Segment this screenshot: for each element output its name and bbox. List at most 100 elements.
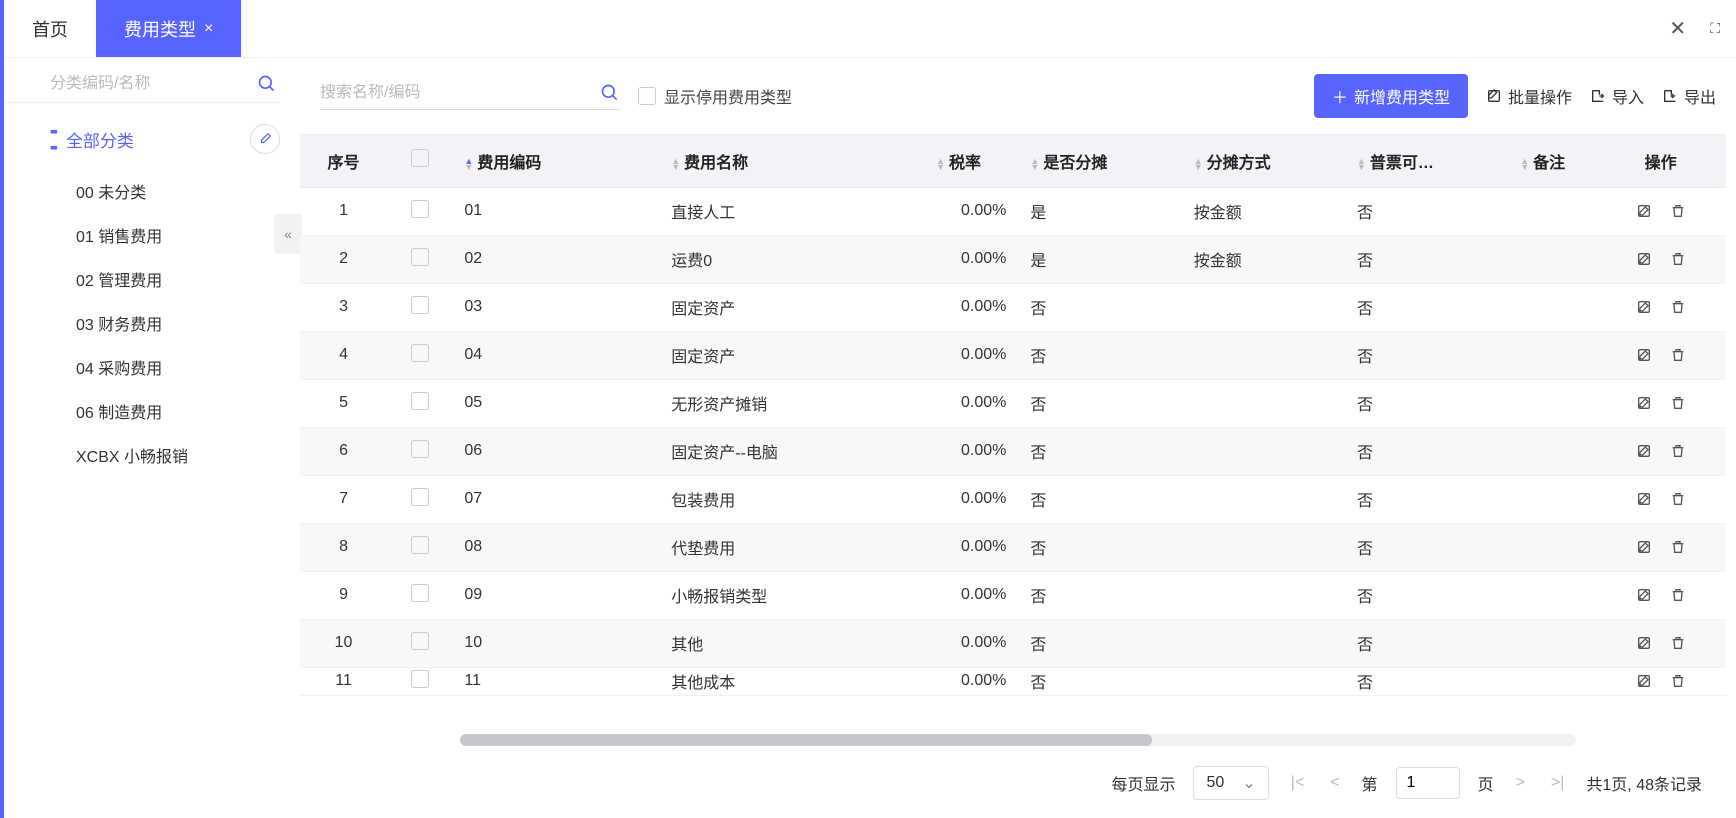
first-page-button[interactable]: |< bbox=[1287, 774, 1309, 792]
delete-icon[interactable] bbox=[1670, 635, 1686, 651]
sidebar-item[interactable]: XCBX 小畅报销 bbox=[4, 433, 300, 477]
tab-fee-type[interactable]: 费用类型 × bbox=[96, 0, 241, 57]
next-page-button[interactable]: > bbox=[1512, 774, 1529, 792]
cell-checkbox[interactable] bbox=[387, 571, 452, 619]
sidebar-item[interactable]: 06 制造费用 bbox=[4, 389, 300, 433]
cell-checkbox[interactable] bbox=[387, 475, 452, 523]
export-label: 导出 bbox=[1684, 84, 1716, 108]
cell-rate: 0.00% bbox=[899, 571, 1019, 619]
prev-page-button[interactable]: < bbox=[1326, 774, 1343, 792]
sidebar-item[interactable]: 02 管理费用 bbox=[4, 257, 300, 301]
edit-icon[interactable] bbox=[1636, 395, 1652, 411]
cell-method bbox=[1182, 619, 1345, 667]
cell-checkbox[interactable] bbox=[387, 235, 452, 283]
cell-pp: 否 bbox=[1345, 667, 1508, 695]
cell-checkbox[interactable] bbox=[387, 619, 452, 667]
delete-icon[interactable] bbox=[1670, 203, 1686, 219]
delete-icon[interactable] bbox=[1670, 299, 1686, 315]
cell-checkbox[interactable] bbox=[387, 331, 452, 379]
edit-category-button[interactable] bbox=[250, 124, 280, 154]
show-disabled-checkbox[interactable]: 显示停用费用类型 bbox=[638, 84, 792, 108]
cell-checkbox[interactable] bbox=[387, 523, 452, 571]
per-page-select[interactable]: 50 ⌄ bbox=[1193, 766, 1268, 800]
export-button[interactable]: 导出 bbox=[1662, 84, 1716, 108]
cell-seq: 6 bbox=[300, 427, 387, 475]
search-icon[interactable] bbox=[600, 83, 620, 103]
last-page-button[interactable]: >| bbox=[1547, 774, 1569, 792]
delete-icon[interactable] bbox=[1670, 251, 1686, 267]
col-name[interactable]: ▲▼费用名称 bbox=[659, 135, 898, 187]
delete-icon[interactable] bbox=[1670, 673, 1686, 689]
collapse-sidebar-button[interactable]: « bbox=[274, 214, 302, 254]
cell-op bbox=[1595, 475, 1726, 523]
delete-icon[interactable] bbox=[1670, 395, 1686, 411]
page-input[interactable] bbox=[1396, 767, 1460, 799]
delete-icon[interactable] bbox=[1670, 587, 1686, 603]
delete-icon[interactable] bbox=[1670, 347, 1686, 363]
cell-pp: 否 bbox=[1345, 331, 1508, 379]
delete-icon[interactable] bbox=[1670, 539, 1686, 555]
edit-icon[interactable] bbox=[1636, 491, 1652, 507]
cell-checkbox[interactable] bbox=[387, 187, 452, 235]
cell-method bbox=[1182, 667, 1345, 695]
col-share[interactable]: ▲▼是否分摊 bbox=[1018, 135, 1181, 187]
cell-pp: 否 bbox=[1345, 379, 1508, 427]
batch-operate-button[interactable]: 批量操作 bbox=[1486, 84, 1572, 108]
cell-note bbox=[1508, 187, 1595, 235]
add-fee-type-button[interactable]: ＋ 新增费用类型 bbox=[1314, 74, 1468, 118]
edit-icon[interactable] bbox=[1636, 251, 1652, 267]
cell-method bbox=[1182, 427, 1345, 475]
table-row: 606固定资产--电脑0.00%否否 bbox=[300, 427, 1726, 475]
horizontal-scrollbar[interactable] bbox=[300, 730, 1726, 748]
col-rate[interactable]: ▲▼税率 bbox=[899, 135, 1019, 187]
edit-icon[interactable] bbox=[1636, 539, 1652, 555]
col-pp[interactable]: ▲▼普票可… bbox=[1345, 135, 1508, 187]
edit-icon[interactable] bbox=[1636, 587, 1652, 603]
per-page-label: 每页显示 bbox=[1111, 771, 1175, 795]
sidebar-title[interactable]: 全部分类 bbox=[66, 127, 250, 152]
col-code[interactable]: ▲▼费用编码 bbox=[452, 135, 659, 187]
import-button[interactable]: 导入 bbox=[1590, 84, 1644, 108]
per-page-value: 50 bbox=[1206, 774, 1224, 792]
edit-icon[interactable] bbox=[1636, 635, 1652, 651]
cell-op bbox=[1595, 427, 1726, 475]
cell-rate: 0.00% bbox=[899, 283, 1019, 331]
cell-checkbox[interactable] bbox=[387, 667, 452, 695]
edit-icon[interactable] bbox=[1636, 299, 1652, 315]
col-seq[interactable]: 序号 bbox=[300, 135, 387, 187]
cell-pp: 否 bbox=[1345, 283, 1508, 331]
cell-op bbox=[1595, 523, 1726, 571]
sidebar-item[interactable]: 00 未分类 bbox=[4, 169, 300, 213]
checkbox-icon bbox=[411, 344, 429, 362]
col-note[interactable]: ▲▼备注 bbox=[1508, 135, 1595, 187]
sidebar-item[interactable]: 01 销售费用 bbox=[4, 213, 300, 257]
edit-icon[interactable] bbox=[1636, 443, 1652, 459]
edit-icon[interactable] bbox=[1636, 203, 1652, 219]
cell-note bbox=[1508, 523, 1595, 571]
table-row: 303固定资产0.00%否否 bbox=[300, 283, 1726, 331]
cell-name: 其他成本 bbox=[659, 667, 898, 695]
cell-share: 否 bbox=[1018, 331, 1181, 379]
edit-icon[interactable] bbox=[1636, 347, 1652, 363]
cell-checkbox[interactable] bbox=[387, 379, 452, 427]
cell-rate: 0.00% bbox=[899, 619, 1019, 667]
fullscreen-icon[interactable]: ⛶ bbox=[1710, 20, 1720, 37]
table-row: 101直接人工0.00%是按金额否 bbox=[300, 187, 1726, 235]
delete-icon[interactable] bbox=[1670, 491, 1686, 507]
close-icon[interactable]: × bbox=[204, 20, 213, 38]
tab-home[interactable]: 首页 bbox=[4, 0, 96, 57]
category-search-input[interactable] bbox=[50, 75, 257, 93]
search-input[interactable] bbox=[320, 84, 600, 102]
col-select-all[interactable] bbox=[387, 135, 452, 187]
main-panel: 显示停用费用类型 ＋ 新增费用类型 批量操作 导入 导出 bbox=[300, 58, 1736, 818]
sidebar-item[interactable]: 03 财务费用 bbox=[4, 301, 300, 345]
cell-checkbox[interactable] bbox=[387, 283, 452, 331]
cell-checkbox[interactable] bbox=[387, 427, 452, 475]
sidebar-item[interactable]: 04 采购费用 bbox=[4, 345, 300, 389]
cell-method: 按金额 bbox=[1182, 235, 1345, 283]
col-method[interactable]: ▲▼分摊方式 bbox=[1182, 135, 1345, 187]
edit-icon[interactable] bbox=[1636, 673, 1652, 689]
close-all-icon[interactable]: ✕ bbox=[1669, 16, 1686, 41]
delete-icon[interactable] bbox=[1670, 443, 1686, 459]
search-icon[interactable] bbox=[257, 74, 277, 94]
